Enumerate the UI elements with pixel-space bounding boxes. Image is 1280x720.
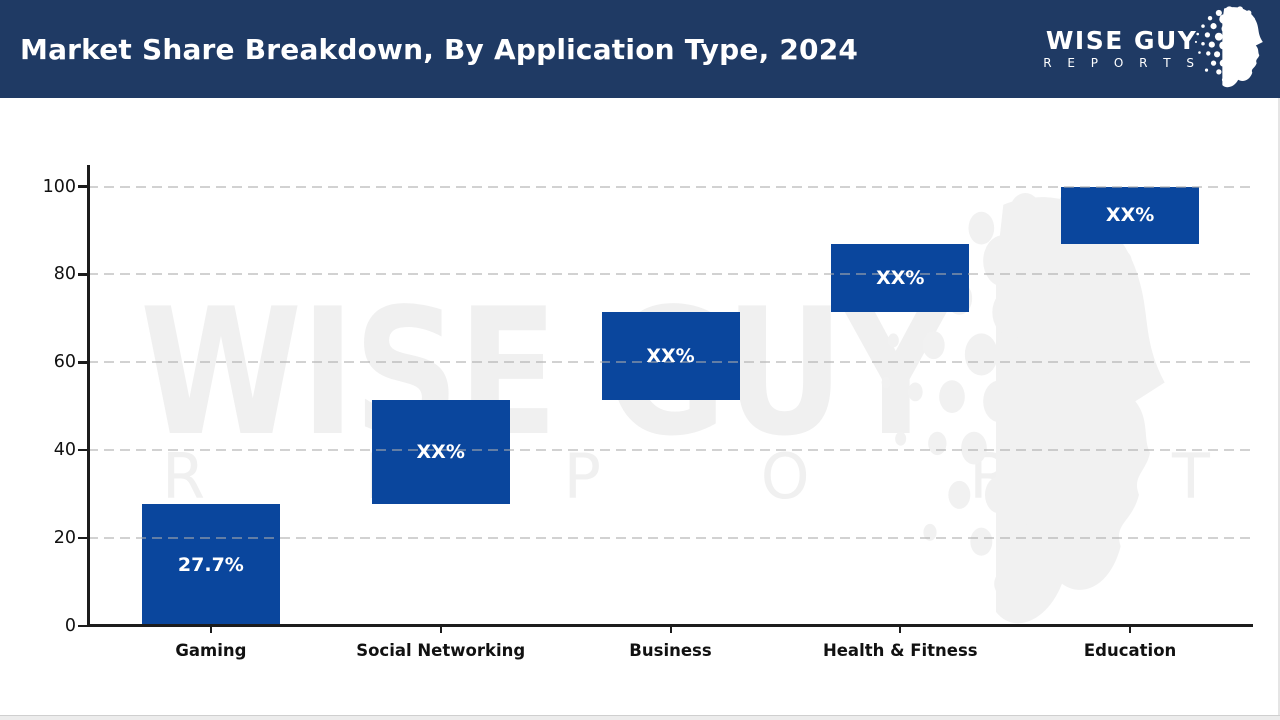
waterfall-chart: 27.7% Gaming XX% Social Networking XX% Busine…: [0, 98, 1280, 720]
brand-subtitle: R E P O R T S: [1043, 56, 1200, 70]
bar-1: [371, 399, 510, 505]
header: Market Share Breakdown, By Application T…: [0, 0, 1280, 98]
gridline-20: [88, 537, 1253, 540]
bar-label-2: XX%: [646, 344, 695, 367]
x-category-label-2: Business: [629, 641, 712, 660]
y-tick-20: [78, 536, 87, 540]
y-tick-100: [78, 185, 87, 188]
x-category-label-1: Social Networking: [356, 641, 526, 660]
gridline-100: [88, 185, 1253, 188]
bar-label-3: XX%: [876, 266, 925, 289]
chart-canvas: WISE GUY R E P O R T S 27.7%GamingXX%Soc…: [0, 98, 1280, 720]
x-category-label-4: Education: [1083, 641, 1177, 660]
y-tick-0: [78, 624, 87, 628]
bottom-strip: [0, 715, 1280, 720]
x-tick-2: [669, 627, 672, 633]
gridline-60: [88, 361, 1253, 364]
y-tick-label-40: 40: [53, 440, 76, 461]
y-tick-40: [78, 448, 87, 452]
watermark-name: WISE GUY: [140, 272, 949, 475]
y-tick-label-60: 60: [53, 352, 76, 373]
x-axis-spine: [87, 624, 1253, 627]
y-tick-label-0: 0: [64, 616, 76, 636]
x-tick-0: [209, 627, 212, 633]
bar-4: [1061, 186, 1200, 244]
x-category-label-3: Health & Fitness: [822, 641, 978, 660]
gridline-40: [88, 449, 1253, 452]
bar-label-4: XX%: [1105, 204, 1155, 227]
bar-label-1: XX%: [416, 440, 465, 463]
brand-logo-text: WISE GUY R E P O R T S: [1043, 26, 1200, 71]
brand-logo: WISE GUY R E P O R T S: [1043, 5, 1266, 93]
y-axis-spine: [87, 164, 90, 627]
y-tick-80: [78, 273, 87, 276]
bar-2: [601, 312, 740, 400]
x-category-label-0: Gaming: [175, 641, 247, 660]
x-tick-4: [1129, 627, 1132, 633]
y-tick-60: [78, 361, 87, 364]
y-tick-label-80: 80: [53, 264, 76, 285]
gridline-80: [88, 273, 1253, 276]
x-tick-1: [439, 627, 442, 633]
page-title: Market Share Breakdown, By Application T…: [20, 32, 859, 66]
bar-0: [141, 504, 280, 626]
bar-label-0: 27.7%: [177, 554, 244, 577]
x-tick-3: [899, 627, 902, 633]
y-tick-label-20: 20: [53, 528, 76, 549]
right-edge-strip: [1278, 98, 1280, 715]
brand-name: WISE GUY: [1045, 26, 1198, 55]
y-tick-label-100: 100: [42, 176, 76, 197]
bar-3: [831, 243, 970, 313]
